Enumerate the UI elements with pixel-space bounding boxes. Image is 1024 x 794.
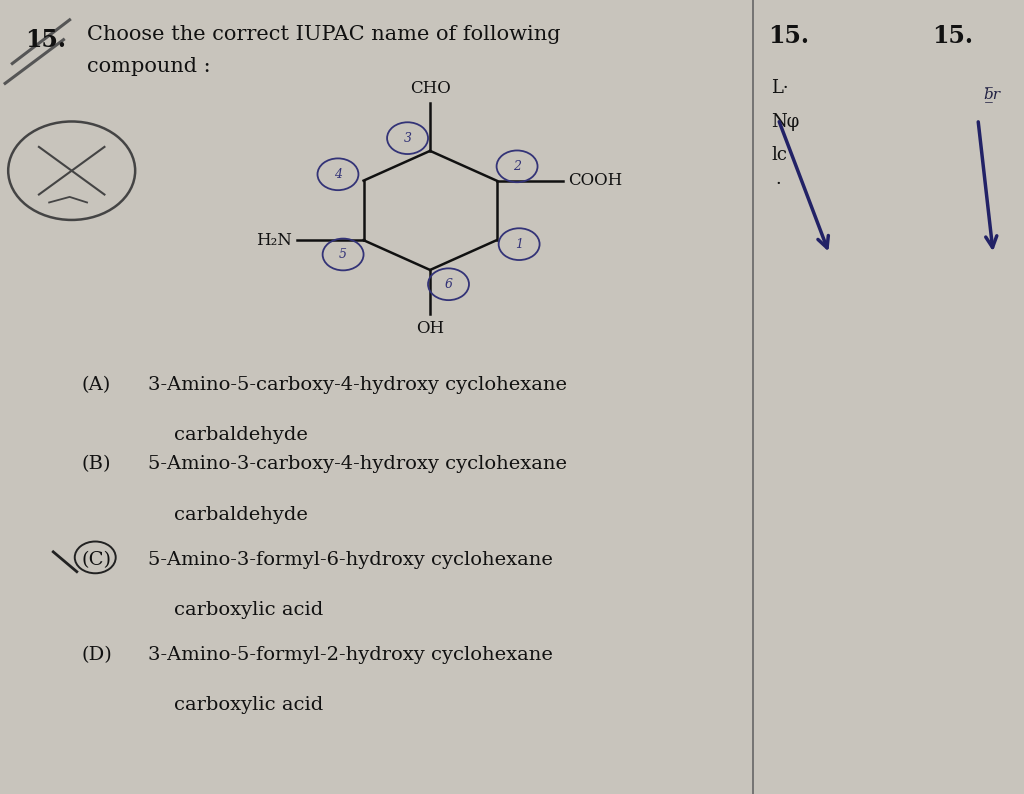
Text: carboxylic acid: carboxylic acid bbox=[174, 696, 324, 714]
Text: L·: L· bbox=[771, 79, 788, 98]
Text: CHO: CHO bbox=[410, 80, 451, 97]
Text: 1: 1 bbox=[515, 237, 523, 251]
Text: lc: lc bbox=[771, 146, 787, 164]
Text: OH: OH bbox=[416, 320, 444, 337]
Text: 6: 6 bbox=[444, 278, 453, 291]
Text: 3-Amino-5-formyl-2-hydroxy cyclohexane: 3-Amino-5-formyl-2-hydroxy cyclohexane bbox=[148, 646, 553, 664]
Text: Choose the correct IUPAC name of following: Choose the correct IUPAC name of followi… bbox=[87, 25, 560, 44]
Text: (A): (A) bbox=[82, 376, 112, 394]
Text: ·: · bbox=[775, 175, 781, 193]
Text: carboxylic acid: carboxylic acid bbox=[174, 601, 324, 619]
Text: Nφ: Nφ bbox=[771, 113, 800, 131]
Text: 3-Amino-5-carboxy-4-hydroxy cyclohexane: 3-Amino-5-carboxy-4-hydroxy cyclohexane bbox=[148, 376, 567, 394]
Text: carbaldehyde: carbaldehyde bbox=[174, 426, 308, 444]
Text: 5: 5 bbox=[339, 248, 347, 261]
Text: (C): (C) bbox=[82, 551, 112, 569]
Text: 4: 4 bbox=[334, 168, 342, 181]
Text: b̲̅r: b̲̅r bbox=[983, 87, 1000, 103]
Text: H₂N: H₂N bbox=[256, 232, 292, 249]
Text: 5-Amino-3-carboxy-4-hydroxy cyclohexane: 5-Amino-3-carboxy-4-hydroxy cyclohexane bbox=[148, 456, 567, 473]
Text: 5-Amino-3-formyl-6-hydroxy cyclohexane: 5-Amino-3-formyl-6-hydroxy cyclohexane bbox=[148, 551, 553, 569]
Text: 2: 2 bbox=[513, 160, 521, 173]
Text: 3: 3 bbox=[403, 132, 412, 145]
Text: carbaldehyde: carbaldehyde bbox=[174, 506, 308, 523]
Text: 15.: 15. bbox=[932, 24, 973, 48]
Text: COOH: COOH bbox=[568, 172, 623, 189]
Text: (D): (D) bbox=[82, 646, 113, 664]
Text: (B): (B) bbox=[82, 456, 112, 473]
Text: compound :: compound : bbox=[87, 57, 211, 76]
Text: 15.: 15. bbox=[26, 28, 67, 52]
Text: 15.: 15. bbox=[768, 24, 809, 48]
